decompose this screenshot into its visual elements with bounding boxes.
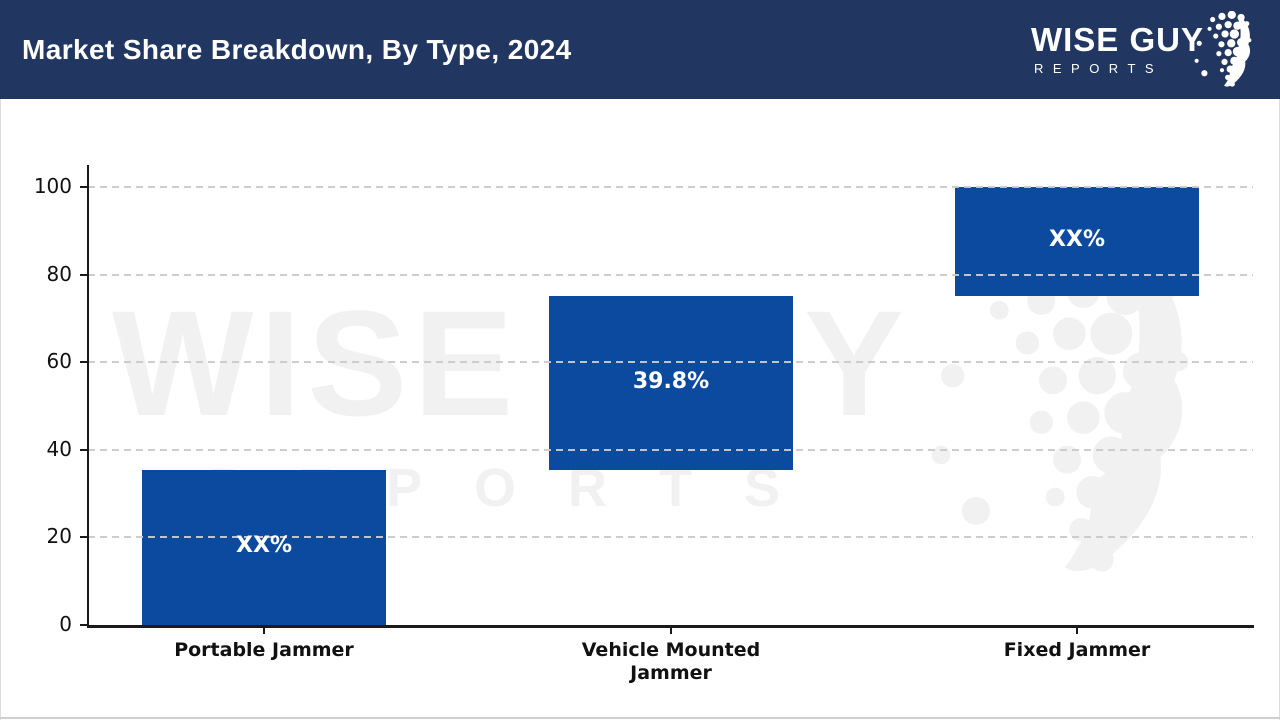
y-tick-20 [80, 536, 89, 539]
bar-1 [142, 469, 386, 625]
y-tick-80 [80, 273, 89, 276]
x-axis-line [87, 625, 1254, 628]
x-tick-1 [263, 628, 265, 634]
y-tick-label-20: 20 [46, 524, 72, 549]
bar-2 [549, 295, 793, 470]
gridline-80 [88, 273, 1253, 276]
y-axis-spine [87, 165, 89, 628]
gridline-20 [88, 536, 1253, 539]
bar-value-label-1: XX% [236, 533, 292, 559]
y-tick-label-60: 60 [46, 349, 72, 374]
y-tick-60 [80, 361, 89, 364]
y-tick-label-100: 100 [33, 174, 72, 198]
face-dots-icon [1194, 10, 1252, 87]
x-tick-3 [1076, 628, 1078, 634]
y-tick-0 [80, 624, 89, 626]
y-tick-label-80: 80 [46, 261, 72, 286]
chart-area: 0 20 40 60 80 100 XX% Portable Jammer 39.8% Vehic… [0, 99, 1280, 720]
left-border-line [0, 99, 1, 720]
gridline-40 [88, 448, 1253, 451]
y-tick-100 [80, 186, 89, 188]
logo-reports-line: REPORTS [1033, 61, 1164, 76]
gridline-100 [88, 186, 1253, 188]
logo: WISE GUY REPORTS [1030, 10, 1254, 89]
x-category-label-3: Fixed Jammer [1003, 639, 1151, 661]
x-category-label-1: Portable Jammer [174, 639, 354, 661]
gridline-60 [88, 361, 1253, 364]
header: Market Share Breakdown, By Type, 2024 WI… [0, 0, 1280, 99]
bar-value-label-2: 39.8% [632, 368, 710, 394]
y-tick-label-40: 40 [46, 436, 72, 461]
x-category-label-2: Vehicle Mounted Jammer [581, 639, 761, 684]
page-title: Market Share Breakdown, By Type, 2024 [22, 33, 572, 65]
x-tick-2 [670, 628, 672, 634]
logo-wordmark-line: WISE GUY [1030, 21, 1204, 58]
y-tick-40 [80, 448, 89, 451]
bottom-border-line [0, 717, 1280, 719]
y-tick-label-0: 0 [59, 612, 72, 636]
logo-wordmark: WISE GUY REPORTS [1030, 21, 1204, 77]
bar-value-label-3: XX% [1049, 227, 1105, 253]
